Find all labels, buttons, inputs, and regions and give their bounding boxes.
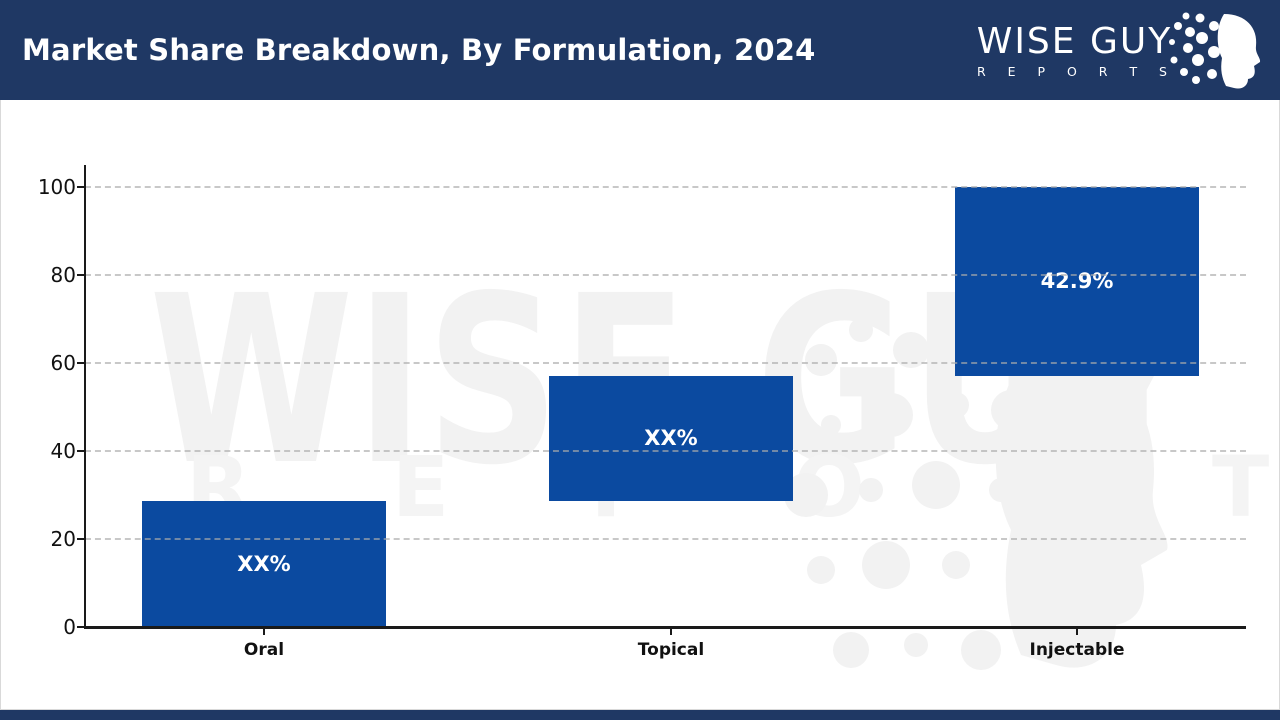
y-tick-100 [77,186,84,188]
logo-subtext: R E P O R T S [976,63,1176,79]
gridline-100 [85,186,1246,188]
x-category-label-topical: Topical [637,640,705,660]
logo-wordmark: WISE GUY [976,20,1173,62]
page-title: Market Share Breakdown, By Formulation, … [22,33,816,67]
y-tick-0 [77,626,84,628]
bar-value-label-oral: XX% [237,552,291,577]
y-tick-label-60: 60 [50,351,76,375]
y-axis-line [84,165,86,628]
y-tick-label-40: 40 [50,439,76,463]
gridline-80 [85,274,1246,276]
y-tick-label-80: 80 [50,263,76,287]
bar-value-label-injectable: 42.9% [1040,269,1114,294]
logo-text: WISE GUY R E P O R T S [973,20,1176,79]
footer-accent-bar [0,710,1280,720]
y-tick-label-0: 0 [63,615,76,639]
x-category-label-injectable: Injectable [1029,640,1125,660]
y-tick-label-100: 100 [37,175,76,199]
logo-face-icon [1169,12,1261,89]
y-tick-label-20: 20 [50,527,76,551]
bar-injectable: 42.9% [955,187,1199,376]
y-tick-40 [77,450,84,452]
gridline-60 [85,362,1246,364]
x-category-label-oral: Oral [243,640,285,660]
y-tick-60 [77,362,84,364]
x-tick-oral [263,628,265,635]
bar-oral: XX% [142,501,386,627]
x-axis-line [84,626,1246,629]
x-tick-topical [670,628,672,635]
gridline-40 [85,450,1246,452]
gridline-20 [85,538,1246,540]
header-banner: Market Share Breakdown, By Formulation, … [0,0,1280,100]
x-tick-injectable [1076,628,1078,635]
bar-topical: XX% [549,375,793,502]
wise-guy-logo: WISE GUY R E P O R T S [973,8,1266,92]
bar-value-label-topical: XX% [644,426,698,451]
y-tick-20 [77,538,84,540]
y-tick-80 [77,274,84,276]
